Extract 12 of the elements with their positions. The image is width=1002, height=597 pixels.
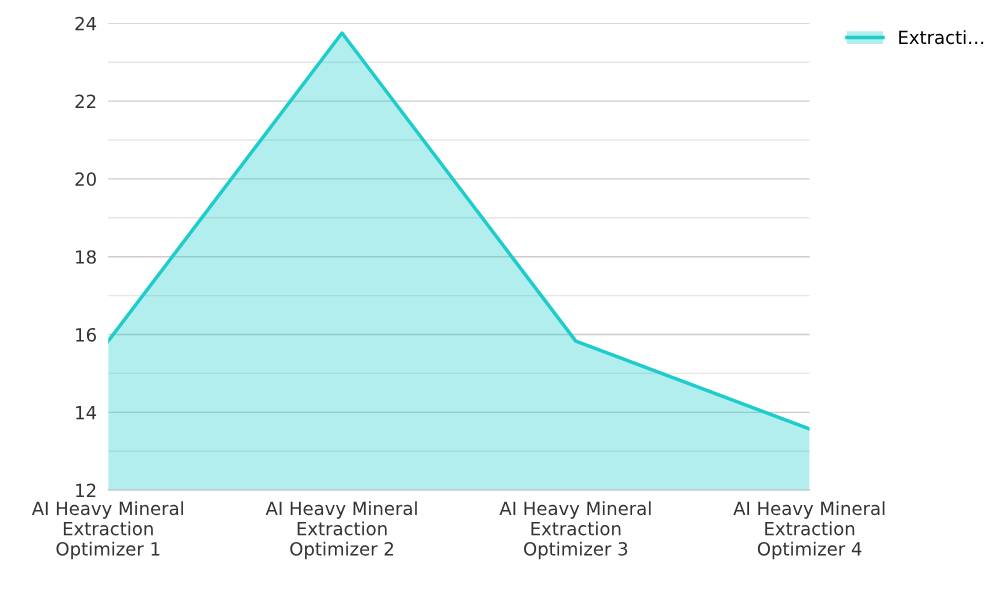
x-tick-label: AI Heavy Mineral Extraction Optimizer 4 [733,501,885,560]
x-tick-label: AI Heavy Mineral Extraction Optimizer 3 [499,501,651,560]
y-tick-label: 18 [76,250,96,264]
y-tick-label: 24 [75,16,97,31]
y-tick-label: 14 [76,406,97,420]
y-tick-label: 22 [75,94,96,108]
y-tick-label: 12 [76,483,96,497]
y-tick-label: 20 [75,172,96,187]
x-tick-label: AI Heavy Mineral Extraction Optimizer 2 [265,501,417,560]
y-tick-label: 16 [76,327,96,342]
legend-label: Extracti… [899,30,984,45]
x-tick-label: AI Heavy Mineral Extraction Optimizer 1 [31,501,183,560]
